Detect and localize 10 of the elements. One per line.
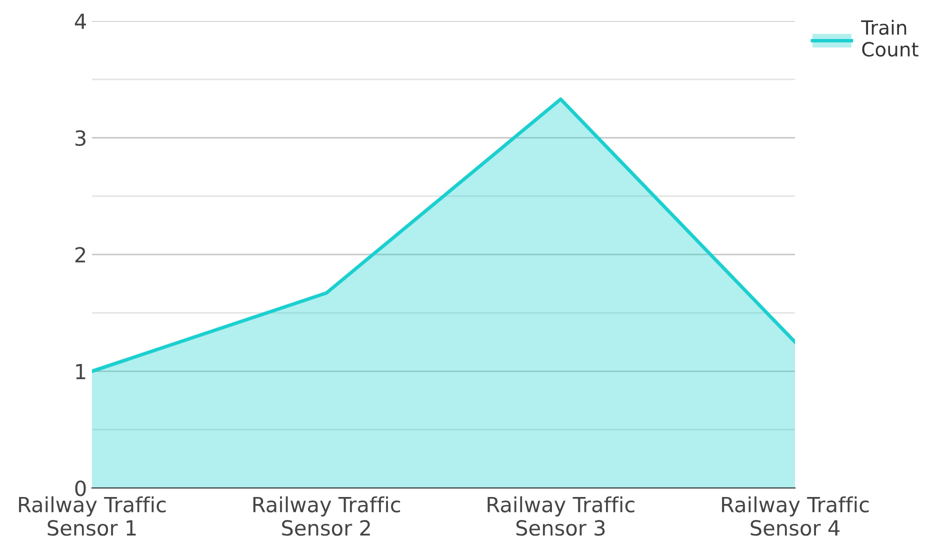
x-tick-label: Railway Traffic Sensor 3	[488, 496, 634, 536]
x-tick-label: Railway Traffic Sensor 1	[19, 496, 166, 536]
legend-label: Train Count	[861, 20, 918, 57]
x-tick-label: Railway Traffic Sensor 2	[253, 496, 400, 536]
x-tick-label: Railway Traffic Sensor 4	[722, 496, 869, 536]
y-tick-label: 2	[75, 246, 86, 262]
y-tick-label: 3	[75, 130, 86, 146]
y-tick-label: 0	[75, 480, 86, 496]
y-tick-label: 1	[76, 364, 86, 380]
y-tick-label: 4	[74, 14, 86, 29]
